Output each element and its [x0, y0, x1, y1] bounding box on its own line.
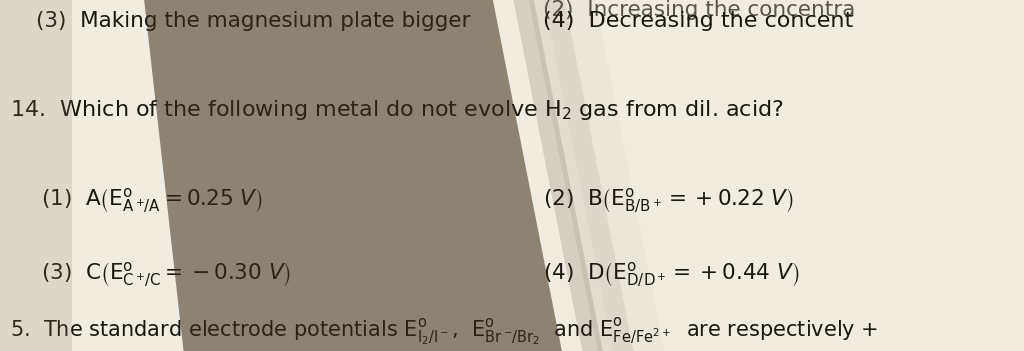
Polygon shape [512, 0, 604, 351]
Text: (2)  B$\left(\mathrm{E^o_{B/B^+}} = +0.22\ V\right)$: (2) B$\left(\mathrm{E^o_{B/B^+}} = +0.22… [543, 186, 794, 215]
Text: (4)  D$\left(\mathrm{E^o_{D/D^+}} = +0.44\ V\right)$: (4) D$\left(\mathrm{E^o_{D/D^+}} = +0.44… [543, 260, 799, 289]
Text: (3)  C$\left(\mathrm{E^o_{C^+\!/C}} = -0.30\ V\right)$: (3) C$\left(\mathrm{E^o_{C^+\!/C}} = -0.… [41, 260, 291, 289]
Polygon shape [527, 0, 635, 351]
Text: (2)  Increasing the concentra: (2) Increasing the concentra [543, 0, 855, 20]
Text: 5.  The standard electrode potentials $\mathrm{E^o_{I_2/I^-}}$,  $\mathrm{E^o_{B: 5. The standard electrode potentials $\m… [10, 316, 879, 348]
Polygon shape [0, 0, 72, 351]
Polygon shape [143, 0, 563, 351]
Text: (4)  Decreasing the concent: (4) Decreasing the concent [543, 11, 853, 31]
Text: 14.  Which of the following metal do not evolve H$_2$ gas from dil. acid?: 14. Which of the following metal do not … [10, 98, 784, 122]
Text: (1)  A$\left(\mathrm{E^o_{A^+\!/A}} = 0.25\ V\right)$: (1) A$\left(\mathrm{E^o_{A^+\!/A}} = 0.2… [41, 186, 263, 215]
Text: (3)  Making the magnesium plate bigger: (3) Making the magnesium plate bigger [36, 11, 470, 31]
